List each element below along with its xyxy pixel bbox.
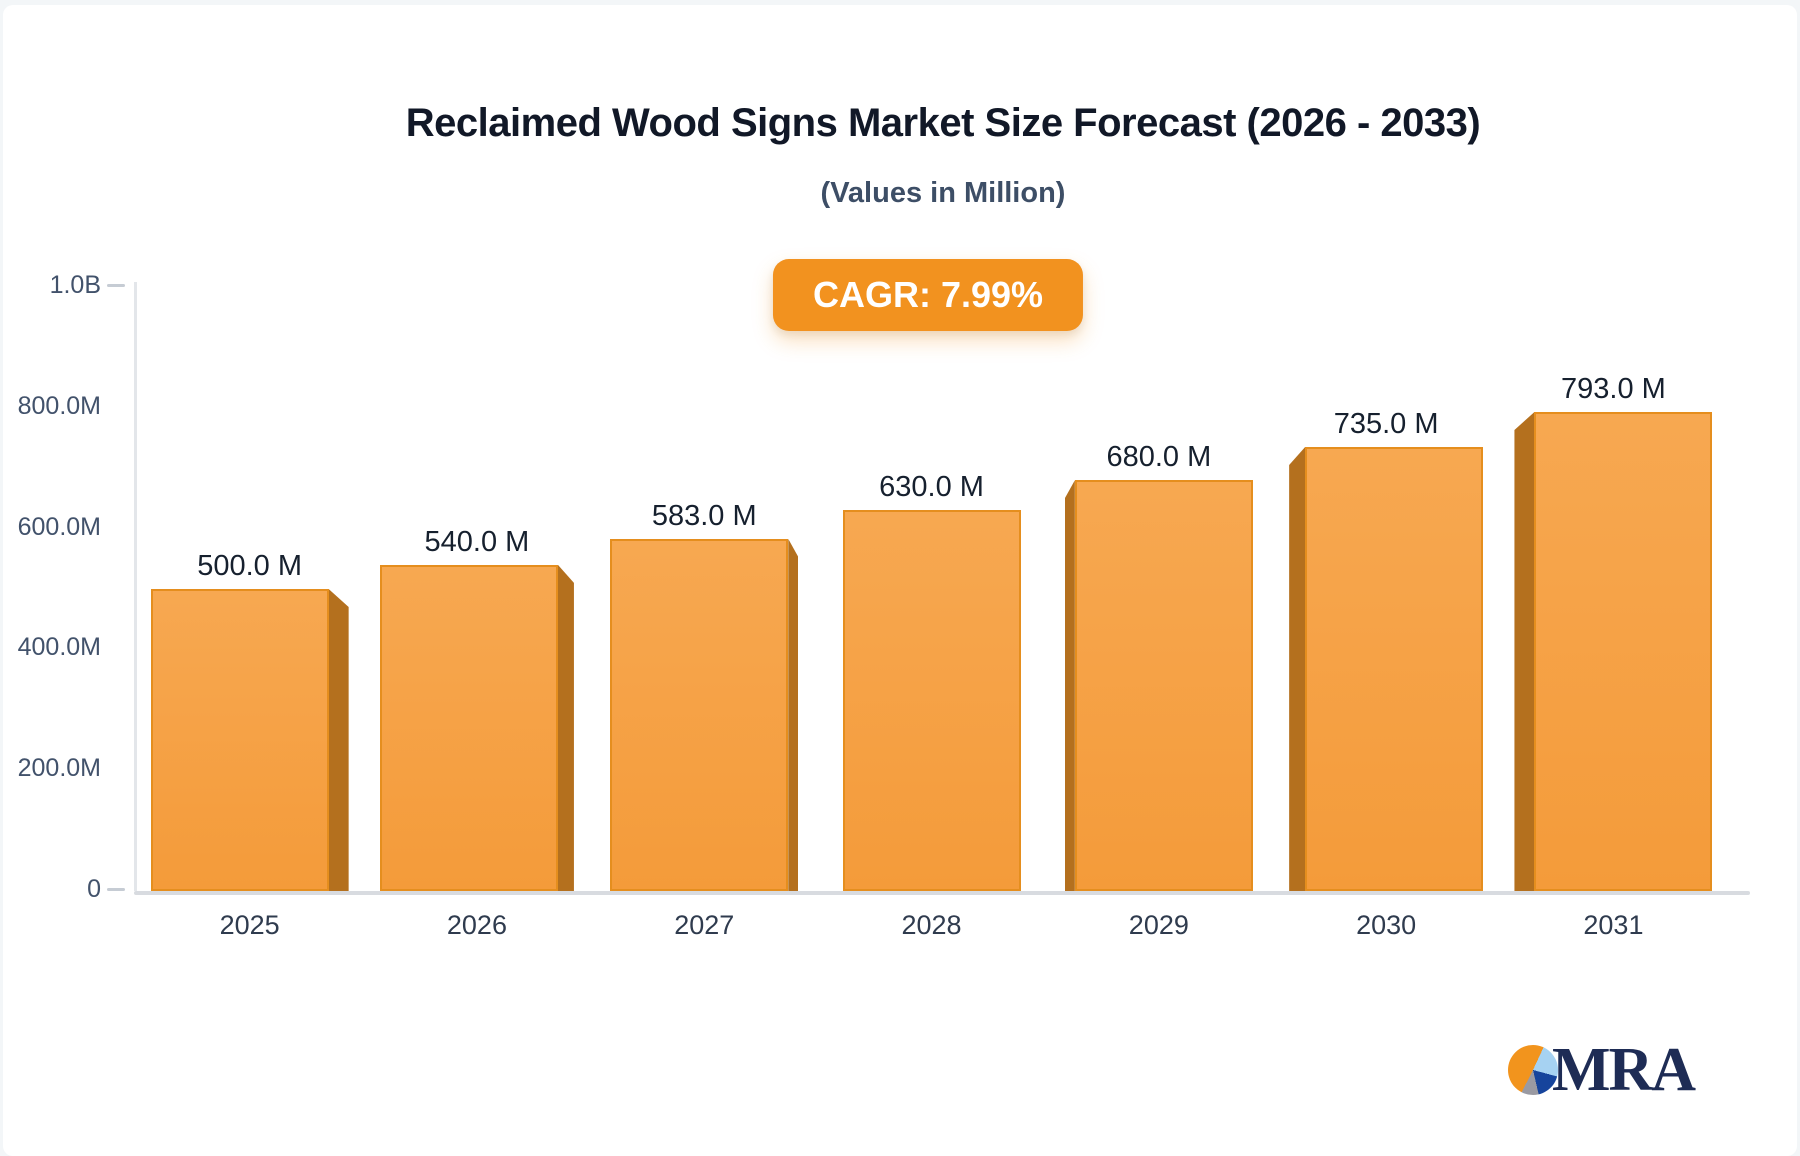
x-axis-label: 2031 [1583,910,1644,940]
logo: MRA [1508,1036,1696,1104]
pie-chart-logo-icon [1508,1045,1558,1095]
bar-value-label: 793.0 M [1561,373,1666,406]
bar-value-label: 735.0 M [1333,408,1439,441]
bar-value-label: 500.0 M [197,550,303,582]
x-axis-label: 2026 [446,910,507,940]
y-axis-tick-label: 200.0M [17,754,101,783]
bar-face [1074,480,1253,891]
bar-2030 [1289,447,1484,891]
x-axis-label: 2025 [219,910,280,940]
bar-value-label: 680.0 M [1106,441,1212,474]
y-axis-line [134,282,137,891]
chart-subtitle: (Values in Million) [820,177,1066,209]
y-axis-tick-label: 600.0M [17,512,101,541]
x-axis-label: 2027 [674,910,735,940]
cagr-badge: CAGR: 7.99% [772,259,1084,331]
bar-face [150,589,329,891]
logo-text: MRA [1552,1036,1696,1104]
bar-face [1534,412,1713,891]
bar-2029 [1064,480,1253,891]
bar-3d-side [1514,412,1535,891]
x-axis-label: 2029 [1128,910,1189,940]
y-axis-tick-mark [107,283,125,287]
bar-2031 [1514,412,1713,891]
bar-3d-side [557,564,574,891]
bar-2027 [610,538,799,891]
bar-value-label: 540.0 M [424,525,530,558]
bar-value-label: 583.0 M [651,499,757,532]
cagr-badge-label: CAGR: 7.99% [812,274,1044,315]
y-axis-tick-label: 800.0M [17,391,101,420]
x-axis-line [134,891,1750,895]
bar-2025 [150,589,349,891]
y-axis-tick-label: 1.0B [49,271,101,299]
chart-title: Reclaimed Wood Signs Market Size Forecas… [405,101,1481,145]
y-axis-tick-label: 0 [87,875,101,903]
y-axis-tick-label: 400.0M [17,633,101,662]
y-axis-tick-mark [107,887,125,891]
x-axis-label: 2030 [1356,910,1417,940]
plot-area: 1.0B 800.0M 600.0M 400.0M 200.0M 0 500.0 M 540… [3,5,1797,1156]
bar-face [610,538,789,891]
bar-value-label: 630.0 M [879,471,984,504]
bar-3d-side [1289,447,1306,891]
bar-face [1305,447,1484,891]
x-axis-label: 2028 [901,910,962,940]
bar-face [379,564,558,891]
chart-card: Reclaimed Wood Signs Market Size Forecas… [3,5,1797,1156]
bar-2026 [379,564,574,891]
bar-2028 [842,510,1021,891]
bar-3d-side [328,589,349,891]
bar-3d-side [788,538,799,891]
bar-3d-side [1064,480,1075,891]
bar-face [842,510,1021,891]
